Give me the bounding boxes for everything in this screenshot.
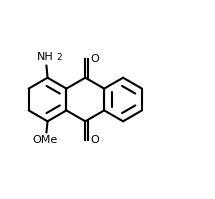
Text: OMe: OMe bbox=[33, 136, 58, 145]
Text: 2: 2 bbox=[57, 54, 62, 62]
Text: O: O bbox=[91, 135, 100, 145]
Text: O: O bbox=[91, 54, 100, 64]
Text: NH: NH bbox=[37, 52, 54, 62]
